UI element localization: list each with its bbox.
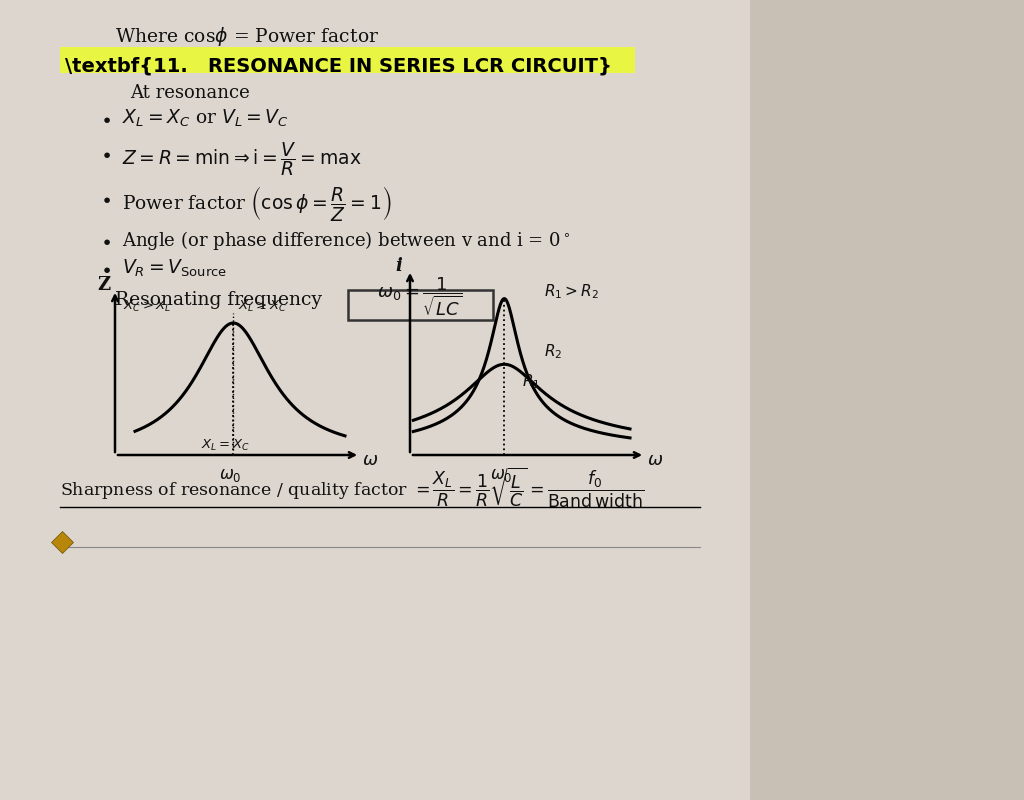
Text: $\omega_0$: $\omega_0$	[490, 467, 513, 484]
Bar	[0, 0, 750, 800]
Text: Angle (or phase difference) between v and i = 0$^\circ$: Angle (or phase difference) between v an…	[122, 229, 570, 252]
Text: Z: Z	[97, 276, 111, 294]
Text: $X_L=X_C$: $X_L=X_C$	[202, 438, 250, 453]
Bar	[348, 290, 493, 320]
Text: i: i	[395, 257, 401, 275]
Text: $\bullet$: $\bullet$	[100, 259, 111, 278]
Text: $X_L = X_C$ or $V_L = V_C$: $X_L = X_C$ or $V_L = V_C$	[122, 108, 289, 130]
Bar	[60, 47, 635, 73]
Text: \textbf{11.   RESONANCE IN SERIES LCR CIRCUIT}: \textbf{11. RESONANCE IN SERIES LCR CIRC…	[65, 57, 612, 76]
Text: $\omega_0$: $\omega_0$	[219, 467, 242, 484]
Text: $\bullet$: $\bullet$	[100, 231, 111, 250]
Text: $\bullet$: $\bullet$	[100, 144, 111, 163]
Text: $\bullet$: $\bullet$	[100, 189, 111, 208]
Text: $\omega_0 = \dfrac{1}{\sqrt{LC}}$: $\omega_0 = \dfrac{1}{\sqrt{LC}}$	[378, 275, 463, 318]
Text: $X_L>X_C$: $X_L>X_C$	[239, 299, 287, 314]
Text: Power factor $\left(\cos\phi = \dfrac{R}{Z} = 1\right)$: Power factor $\left(\cos\phi = \dfrac{R}…	[122, 184, 391, 222]
Text: $X_C>X_L$: $X_C>X_L$	[123, 299, 171, 314]
Text: $\bullet$: $\bullet$	[100, 109, 111, 128]
Text: Where cos$\phi$ = Power factor: Where cos$\phi$ = Power factor	[115, 25, 379, 48]
Text: Sharpness of resonance / quality factor $= \dfrac{X_L}{R} = \dfrac{1}{R}\sqrt{\d: Sharpness of resonance / quality factor …	[60, 466, 644, 510]
Text: Resonating frequency: Resonating frequency	[115, 291, 322, 309]
Text: $R_1 > R_2$: $R_1 > R_2$	[545, 282, 599, 302]
Bar	[750, 0, 1024, 800]
Text: $R_1$: $R_1$	[522, 372, 541, 391]
Text: $R_2$: $R_2$	[545, 342, 562, 361]
Text: At resonance: At resonance	[130, 84, 250, 102]
Text: $\omega$: $\omega$	[362, 451, 378, 469]
Text: $V_R = V_{\mathrm{Source}}$: $V_R = V_{\mathrm{Source}}$	[122, 258, 227, 279]
Text: $\omega$: $\omega$	[647, 451, 664, 469]
Text: $Z = R = \mathrm{min} \Rightarrow \mathrm{i} = \dfrac{V}{R} = \mathrm{max}$: $Z = R = \mathrm{min} \Rightarrow \mathr…	[122, 140, 361, 178]
